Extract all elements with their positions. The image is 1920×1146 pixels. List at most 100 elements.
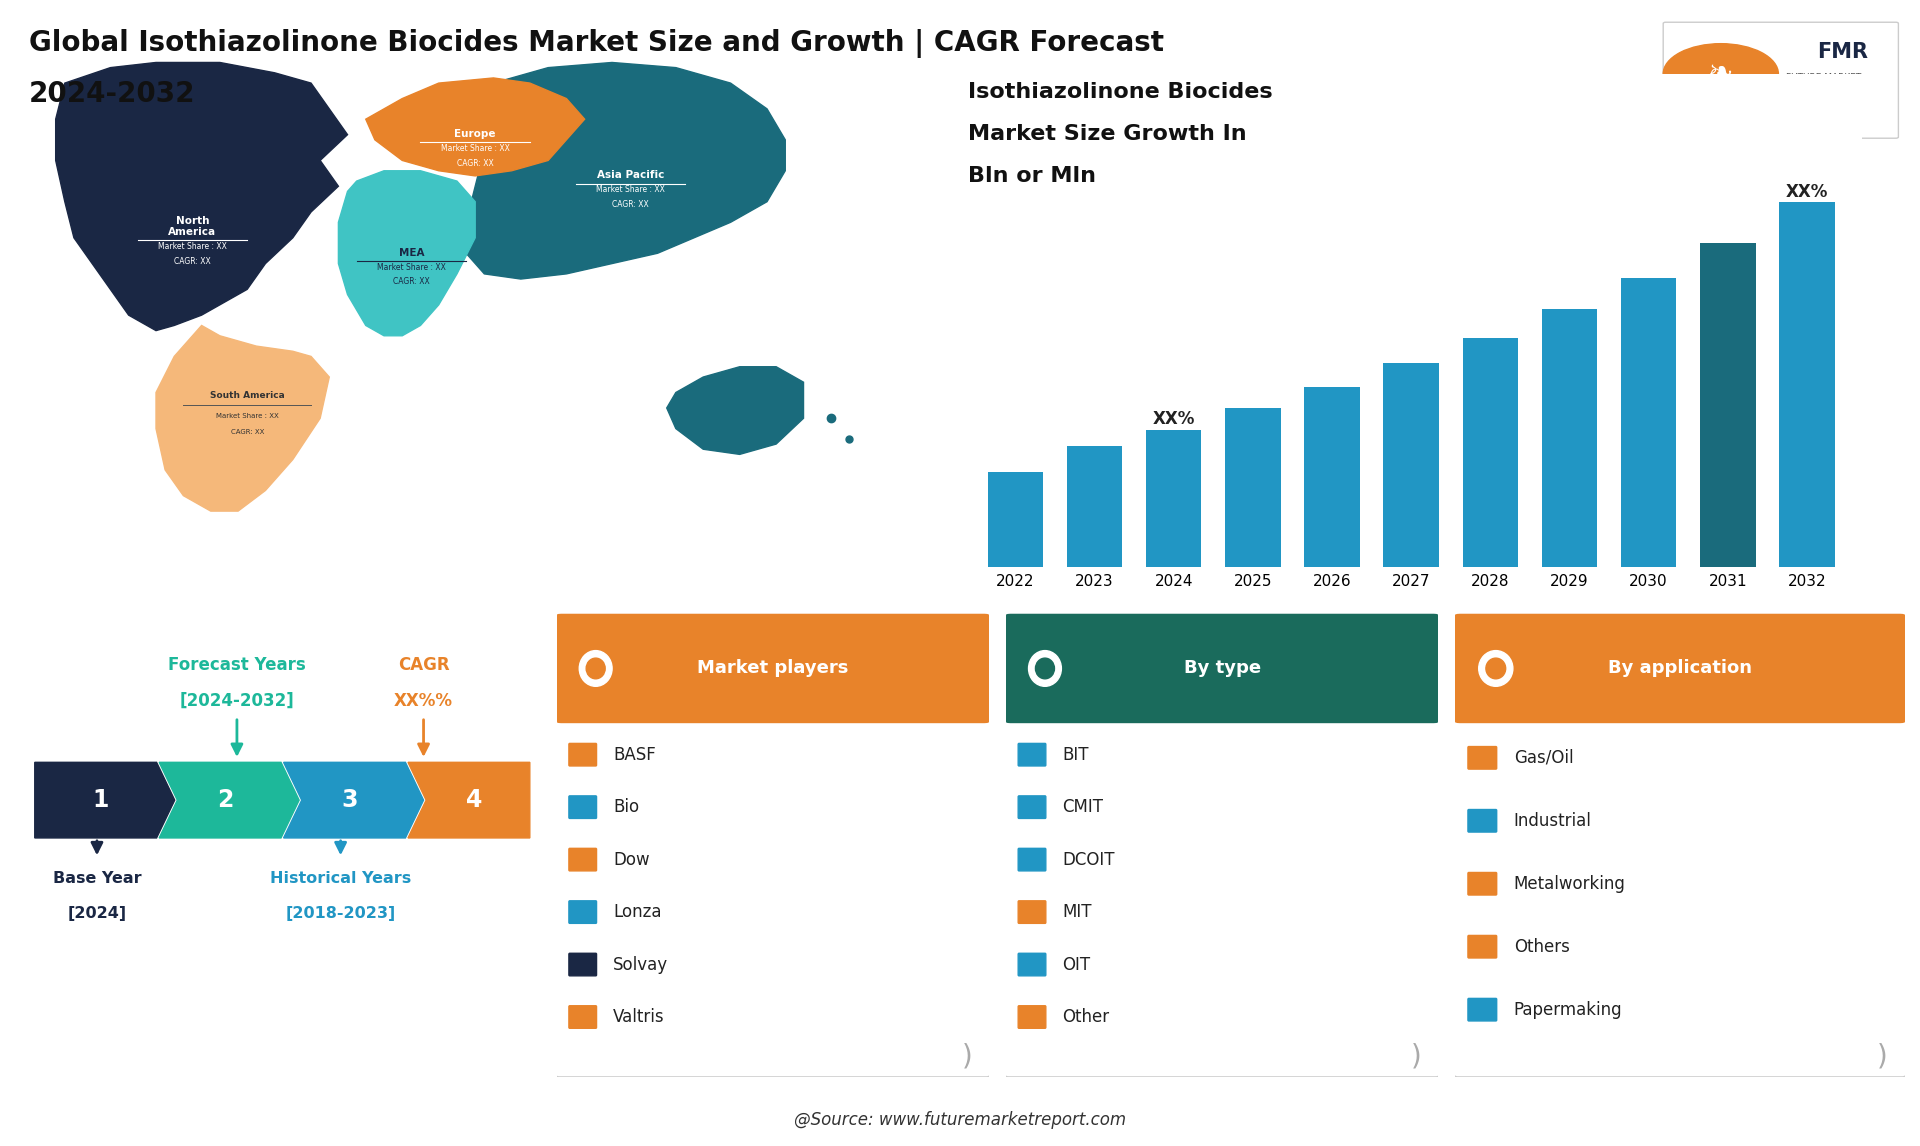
FancyBboxPatch shape xyxy=(568,848,597,871)
Text: DCOIT: DCOIT xyxy=(1062,850,1116,869)
Bar xyxy=(1699,243,1755,567)
Text: Solvay: Solvay xyxy=(612,956,668,974)
Bar xyxy=(1384,363,1438,567)
Circle shape xyxy=(586,658,605,678)
Text: CAGR: CAGR xyxy=(397,657,449,675)
Bar xyxy=(1780,202,1836,567)
FancyBboxPatch shape xyxy=(568,795,597,818)
Text: [2024-2032]: [2024-2032] xyxy=(180,692,294,709)
Text: CMIT: CMIT xyxy=(1062,798,1104,816)
Text: Gas/Oil: Gas/Oil xyxy=(1513,748,1572,767)
Text: ): ) xyxy=(962,1042,973,1070)
Bar xyxy=(1146,430,1202,567)
Text: North
America: North America xyxy=(169,215,217,237)
Circle shape xyxy=(1663,44,1778,104)
Polygon shape xyxy=(407,762,530,838)
Text: CAGR: XX: CAGR: XX xyxy=(230,429,263,434)
Text: [2018-2023]: [2018-2023] xyxy=(286,906,396,921)
Text: Global Isothiazolinone Biocides Market Size and Growth | CAGR Forecast: Global Isothiazolinone Biocides Market S… xyxy=(29,29,1164,57)
FancyBboxPatch shape xyxy=(1469,746,1498,769)
Bar xyxy=(1620,278,1676,567)
Text: CAGR: XX: CAGR: XX xyxy=(394,277,430,286)
Bar xyxy=(1463,338,1519,567)
Bar xyxy=(1304,387,1359,567)
Text: FUTURE MARKET: FUTURE MARKET xyxy=(1786,73,1860,83)
Text: 3: 3 xyxy=(342,788,357,813)
Text: Asia Pacific: Asia Pacific xyxy=(597,171,664,180)
FancyBboxPatch shape xyxy=(1018,795,1046,818)
Bar xyxy=(1542,309,1597,567)
Text: Forecast Years: Forecast Years xyxy=(169,657,305,675)
Text: Market Share : XX: Market Share : XX xyxy=(215,414,278,419)
Text: By application: By application xyxy=(1609,659,1751,677)
FancyBboxPatch shape xyxy=(1018,953,1046,976)
Text: ): ) xyxy=(1878,1042,1887,1070)
Text: Valtris: Valtris xyxy=(612,1008,664,1026)
Text: Metalworking: Metalworking xyxy=(1513,874,1626,893)
Text: MIT: MIT xyxy=(1062,903,1092,921)
Text: 4: 4 xyxy=(467,788,482,813)
Text: XX%: XX% xyxy=(1786,182,1828,201)
Polygon shape xyxy=(56,62,348,330)
Text: By type: By type xyxy=(1183,659,1261,677)
Polygon shape xyxy=(284,762,424,838)
FancyBboxPatch shape xyxy=(1000,614,1444,722)
Polygon shape xyxy=(666,367,803,454)
Text: Market Share : XX: Market Share : XX xyxy=(442,144,509,154)
Text: Lonza: Lonza xyxy=(612,903,662,921)
Text: BIT: BIT xyxy=(1062,746,1089,763)
Bar xyxy=(1068,446,1123,567)
Text: Industrial: Industrial xyxy=(1513,811,1592,830)
Bar xyxy=(987,472,1043,567)
Text: XX%: XX% xyxy=(1152,410,1194,429)
Text: Base Year: Base Year xyxy=(52,871,142,886)
Text: REPORT: REPORT xyxy=(1786,91,1820,100)
FancyBboxPatch shape xyxy=(568,901,597,924)
Polygon shape xyxy=(156,325,330,511)
FancyBboxPatch shape xyxy=(568,1006,597,1028)
Text: Market Size Growth In: Market Size Growth In xyxy=(968,124,1246,143)
Circle shape xyxy=(1029,651,1062,686)
Text: CAGR: XX: CAGR: XX xyxy=(612,199,649,209)
FancyBboxPatch shape xyxy=(1469,998,1498,1021)
FancyBboxPatch shape xyxy=(1018,848,1046,871)
Text: BASF: BASF xyxy=(612,746,657,763)
Text: ❧: ❧ xyxy=(1709,60,1734,88)
Circle shape xyxy=(580,651,612,686)
FancyBboxPatch shape xyxy=(1018,744,1046,766)
Text: 2: 2 xyxy=(217,788,234,813)
FancyBboxPatch shape xyxy=(1469,872,1498,895)
Text: FMR: FMR xyxy=(1816,42,1868,63)
Polygon shape xyxy=(338,171,474,336)
Text: Europe: Europe xyxy=(455,129,495,139)
Text: [2024]: [2024] xyxy=(67,906,127,921)
Polygon shape xyxy=(467,62,785,278)
Text: Market Share : XX: Market Share : XX xyxy=(595,186,664,195)
Text: Market Share : XX: Market Share : XX xyxy=(376,262,445,272)
Polygon shape xyxy=(159,762,300,838)
Text: CAGR: XX: CAGR: XX xyxy=(457,158,493,167)
Circle shape xyxy=(1035,658,1054,678)
Text: 1: 1 xyxy=(92,788,109,813)
Text: MEA: MEA xyxy=(399,248,424,258)
FancyBboxPatch shape xyxy=(1448,614,1912,722)
FancyBboxPatch shape xyxy=(568,953,597,976)
Text: Bln or Mln: Bln or Mln xyxy=(968,166,1096,186)
Text: Papermaking: Papermaking xyxy=(1513,1000,1622,1019)
Text: Isothiazolinone Biocides: Isothiazolinone Biocides xyxy=(968,81,1273,102)
FancyBboxPatch shape xyxy=(551,614,995,722)
Text: 2024-2032: 2024-2032 xyxy=(29,80,196,108)
Text: Other: Other xyxy=(1062,1008,1110,1026)
Text: XX%%: XX%% xyxy=(394,692,453,709)
Text: Market Share : XX: Market Share : XX xyxy=(157,242,227,251)
Text: ): ) xyxy=(1411,1042,1423,1070)
Text: Others: Others xyxy=(1513,937,1571,956)
Circle shape xyxy=(1478,651,1513,686)
Text: Historical Years: Historical Years xyxy=(271,871,411,886)
Text: Dow: Dow xyxy=(612,850,649,869)
FancyBboxPatch shape xyxy=(1469,809,1498,832)
FancyBboxPatch shape xyxy=(568,744,597,766)
Bar xyxy=(1225,408,1281,567)
Text: CAGR: XX: CAGR: XX xyxy=(175,257,211,266)
Text: South America: South America xyxy=(209,391,284,400)
